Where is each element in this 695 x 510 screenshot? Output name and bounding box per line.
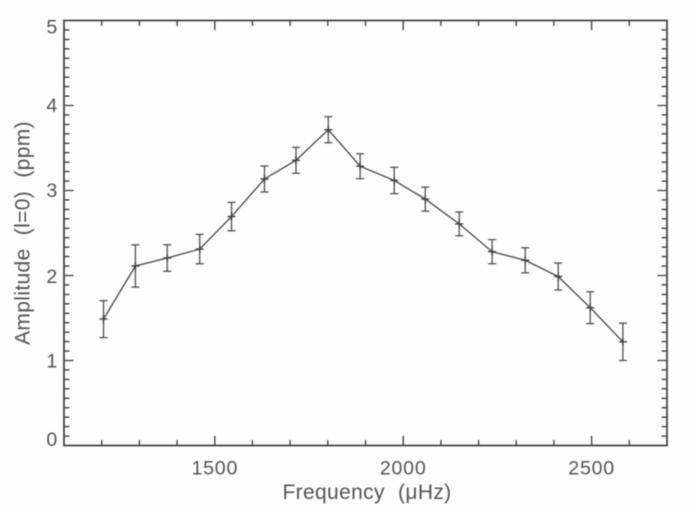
svg-text:4: 4 [46, 95, 58, 117]
svg-text:3: 3 [46, 180, 58, 202]
svg-text:2000: 2000 [380, 458, 427, 480]
svg-text:2500: 2500 [568, 458, 615, 480]
svg-text:2: 2 [46, 266, 58, 288]
svg-text:0: 0 [46, 429, 58, 451]
svg-text:Frequency (μHz): Frequency (μHz) [282, 481, 451, 504]
svg-text:Amplitude (l=0) (ppm): Amplitude (l=0) (ppm) [12, 121, 35, 345]
svg-text:1500: 1500 [192, 458, 239, 480]
svg-text:1: 1 [46, 350, 58, 372]
svg-text:5: 5 [46, 17, 58, 39]
